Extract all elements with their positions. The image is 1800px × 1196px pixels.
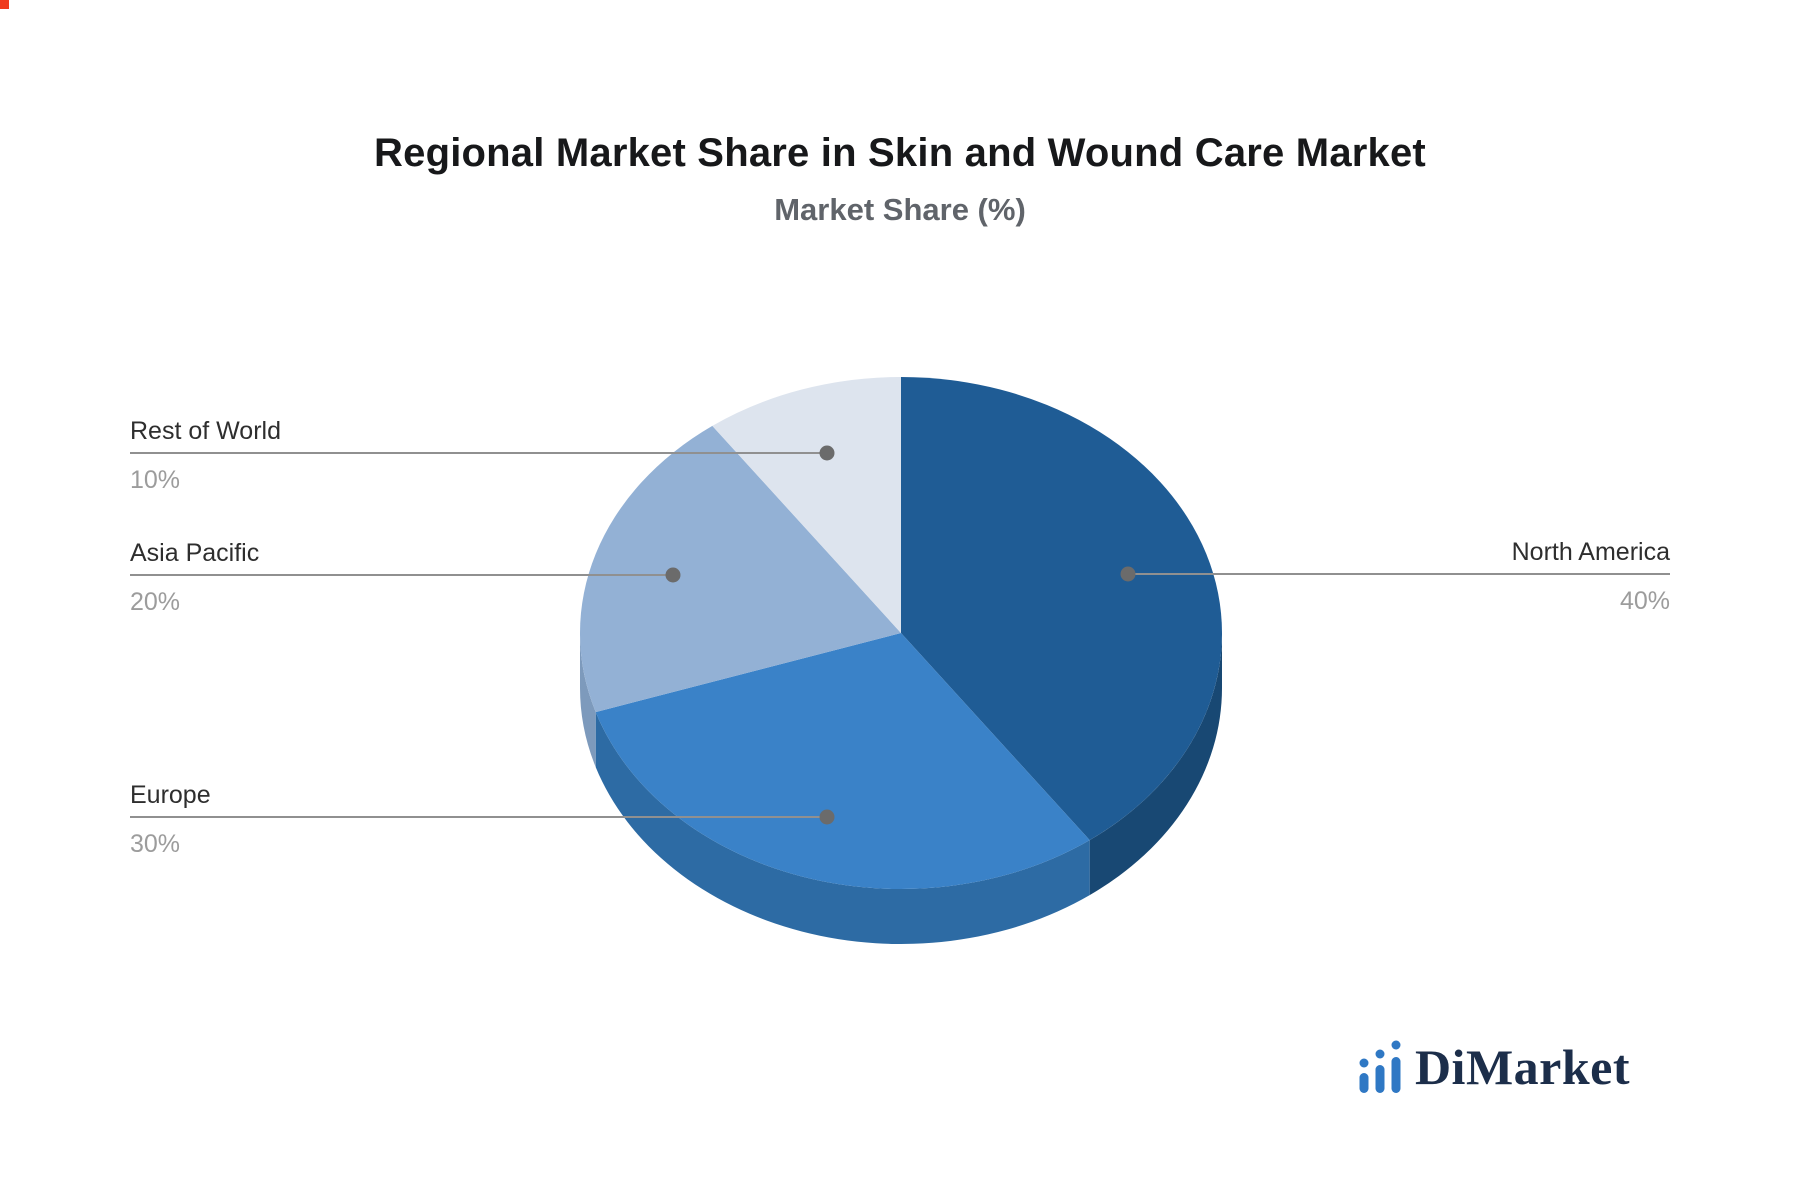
callout-value-europe: 30% <box>130 830 181 858</box>
pie-slice-rest-of-world[interactable] <box>712 377 901 633</box>
pie-slice-depth-europe <box>595 712 1090 944</box>
callout-label-north-america: North America <box>1511 538 1670 566</box>
callout-value-asia-pacific: 20% <box>130 588 181 616</box>
pie-slice-depth-north-america <box>1089 633 1222 896</box>
callout-label-rest-of-world: Rest of World <box>130 417 281 445</box>
callout-dot-rest-of-world <box>819 445 835 461</box>
pie-slice-asia-pacific[interactable] <box>580 425 901 713</box>
callout-label-asia-pacific: Asia Pacific <box>130 539 260 567</box>
callout-value-rest-of-world: 10% <box>130 466 181 494</box>
pie-slice-north-america[interactable] <box>901 377 1222 841</box>
callout-dot-europe <box>819 809 835 825</box>
callout-label-europe: Europe <box>130 781 211 809</box>
chart-title: Regional Market Share in Skin and Wound … <box>374 131 1426 175</box>
pie-slice-europe[interactable] <box>595 633 1090 889</box>
logo-bars-icon <box>1359 1040 1401 1093</box>
callout-dot-north-america <box>1120 566 1136 582</box>
pie-slice-depth-asia-pacific <box>580 633 596 768</box>
logo-text: DiMarket <box>1414 1039 1630 1095</box>
logo: DiMarket <box>1357 1038 1630 1096</box>
chart-subtitle: Market Share (%) <box>774 192 1026 227</box>
callout-dot-asia-pacific <box>665 567 681 583</box>
corner-artifact <box>0 0 9 9</box>
callout-value-north-america: 40% <box>1619 587 1670 615</box>
